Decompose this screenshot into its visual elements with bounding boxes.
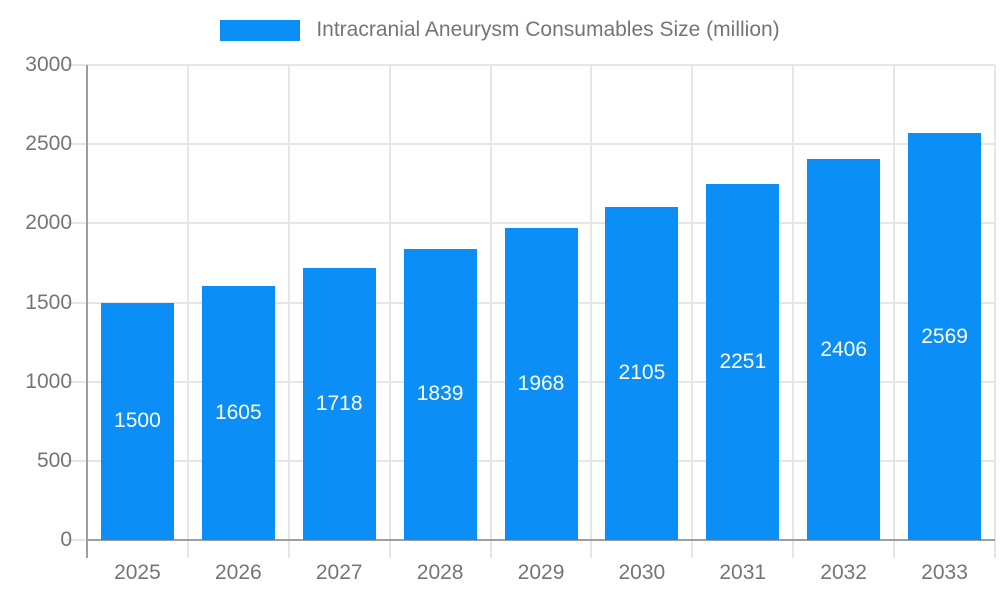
bar-value-label: 2251 bbox=[719, 349, 767, 373]
bar-value-label: 1605 bbox=[214, 400, 262, 424]
x-grid-line bbox=[288, 65, 290, 540]
y-grid-line bbox=[87, 222, 995, 224]
x-category-label: 2030 bbox=[618, 561, 666, 584]
x-category-label: 2031 bbox=[719, 561, 767, 584]
y-tick bbox=[67, 302, 87, 304]
x-grid-line bbox=[893, 65, 895, 540]
bar-2031 bbox=[706, 183, 780, 540]
y-tick-label: 0 bbox=[60, 528, 72, 551]
y-grid-line bbox=[87, 64, 995, 66]
x-grid-line bbox=[792, 65, 794, 540]
x-category-label: 2029 bbox=[517, 561, 565, 584]
bar-value-label: 1500 bbox=[114, 409, 161, 433]
bar-2026 bbox=[201, 285, 275, 540]
y-tick bbox=[67, 64, 87, 66]
x-grid-line bbox=[490, 65, 492, 540]
x-grid-line bbox=[187, 65, 189, 540]
legend-series-label: Intracranial Aneurysm Consumables Size (… bbox=[316, 18, 780, 41]
y-tick-label: 500 bbox=[36, 449, 72, 472]
x-tick bbox=[590, 540, 592, 558]
x-tick bbox=[490, 540, 492, 558]
x-grid-line bbox=[389, 65, 391, 540]
bar-2028 bbox=[403, 248, 477, 540]
x-tick bbox=[389, 540, 391, 558]
y-tick-label: 2000 bbox=[25, 211, 72, 234]
y-tick-label: 3000 bbox=[25, 53, 72, 76]
x-axis-line bbox=[87, 539, 995, 541]
x-category-label: 2026 bbox=[214, 561, 262, 584]
y-tick bbox=[67, 222, 87, 224]
y-tick-label: 1000 bbox=[25, 370, 72, 393]
y-grid-line bbox=[87, 143, 995, 145]
legend-swatch-icon bbox=[220, 19, 301, 41]
y-axis-line bbox=[86, 65, 88, 558]
bar-value-label: 2569 bbox=[921, 324, 968, 348]
bar-value-label: 1968 bbox=[517, 372, 565, 396]
x-tick bbox=[792, 540, 794, 558]
x-tick bbox=[288, 540, 290, 558]
bar-2033 bbox=[908, 133, 982, 540]
x-grid-line bbox=[590, 65, 592, 540]
bar-value-label: 2406 bbox=[820, 337, 868, 361]
x-tick bbox=[187, 540, 189, 558]
y-tick-label: 1500 bbox=[25, 291, 72, 314]
x-tick bbox=[691, 540, 693, 558]
bar-2032 bbox=[807, 159, 881, 540]
x-category-label: 2028 bbox=[416, 561, 464, 584]
x-tick bbox=[893, 540, 895, 558]
bar-value-label: 1718 bbox=[315, 392, 363, 415]
bar-2025 bbox=[100, 302, 174, 540]
x-tick bbox=[994, 540, 996, 558]
y-tick-label: 2500 bbox=[25, 132, 72, 155]
y-tick bbox=[67, 381, 87, 383]
x-category-label: 2027 bbox=[315, 561, 363, 584]
y-tick bbox=[67, 539, 87, 541]
y-tick bbox=[67, 143, 87, 145]
chart-legend: Intracranial Aneurysm Consumables Size (… bbox=[0, 18, 1000, 42]
bar-2029 bbox=[504, 228, 578, 540]
x-category-label: 2033 bbox=[921, 561, 968, 584]
x-grid-line bbox=[691, 65, 693, 540]
x-category-label: 2032 bbox=[820, 561, 867, 584]
x-category-label: 2025 bbox=[114, 561, 161, 584]
x-grid-line bbox=[994, 65, 996, 540]
bar-2030 bbox=[605, 206, 679, 540]
bar-value-label: 2105 bbox=[618, 361, 666, 385]
legend-item[interactable]: Intracranial Aneurysm Consumables Size (… bbox=[220, 18, 780, 42]
bar-2027 bbox=[302, 268, 376, 540]
y-tick bbox=[67, 460, 87, 462]
bar-value-label: 1839 bbox=[416, 382, 464, 406]
